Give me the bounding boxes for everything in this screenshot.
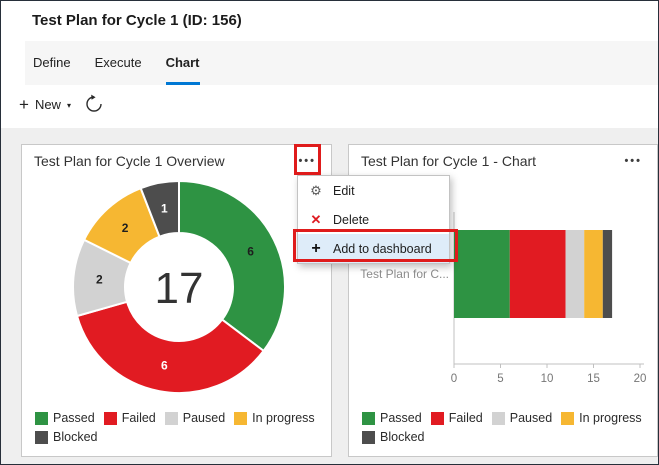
chart-title: Test Plan for Cycle 1 Overview	[34, 153, 225, 169]
legend-item-paused: Paused	[164, 411, 226, 425]
new-button-label: New	[34, 97, 61, 112]
legend-item-paused: Paused	[491, 411, 553, 425]
legend-swatch	[35, 411, 48, 425]
page-header: Test Plan for Cycle 1 (ID: 156)	[1, 1, 658, 41]
slice-value-label: 6	[161, 359, 168, 373]
legend-item-failed: Failed	[103, 411, 156, 425]
legend-label: Blocked	[53, 430, 98, 444]
slice-value-label: 2	[96, 273, 103, 287]
stacked-bar-chart: 0 5 10 15 20 Test Plan for C...	[360, 212, 647, 385]
bar-segment-failed	[509, 230, 566, 318]
donut-slice-blocked	[139, 179, 180, 238]
legend-label: Blocked	[380, 430, 425, 444]
refresh-button[interactable]	[84, 94, 106, 116]
legend-item-failed: Failed	[430, 411, 483, 425]
donut-chart: 6 6 2 2 1 17	[72, 179, 286, 394]
menu-item-label: Add to dashboard	[333, 241, 432, 256]
legend-label: Paused	[509, 411, 553, 425]
tab-chart[interactable]: Chart	[165, 41, 200, 85]
legend-item-passed: Passed	[35, 411, 95, 425]
bar-category-label: Test Plan for C...	[360, 267, 449, 281]
legend-item-in-progress: In progress	[561, 411, 642, 425]
x-axis-tick-label: 15	[587, 373, 600, 385]
refresh-icon	[86, 94, 102, 112]
chevron-down-icon: ▾	[66, 100, 71, 110]
legend-label: In progress	[252, 411, 315, 425]
legend-swatch	[491, 411, 505, 425]
menu-item-label: Edit	[333, 183, 355, 198]
more-options-button[interactable]: •••	[298, 155, 316, 167]
legend-item-blocked: Blocked	[362, 430, 424, 444]
legend-label: Paused	[182, 411, 226, 425]
plus-icon: +	[19, 95, 29, 114]
legend-swatch	[164, 411, 178, 425]
tab-define[interactable]: Define	[33, 55, 71, 70]
gear-icon: ⚙	[310, 183, 322, 198]
legend-swatch	[362, 430, 375, 444]
slice-value-label: 1	[161, 201, 168, 215]
legend-label: Passed	[53, 411, 95, 425]
legend-swatch	[561, 411, 575, 425]
x-axis-tick-label: 10	[541, 373, 554, 385]
chart-card-bar: Test Plan for Cycle 1 - Chart ••• 0 5 10 15…	[348, 144, 658, 457]
legend-item-passed: Passed	[362, 411, 422, 425]
menu-item-label: Delete	[333, 212, 370, 227]
legend-label: Passed	[380, 411, 422, 425]
context-menu: ⚙ Edit ✕ Delete + Add to dashboard	[297, 175, 450, 264]
tab-execute[interactable]: Execute	[94, 55, 142, 70]
legend-swatch	[430, 411, 444, 425]
menu-item-edit[interactable]: ⚙ Edit	[298, 176, 449, 205]
slice-value-label: 2	[122, 221, 129, 235]
legend-swatch	[103, 411, 117, 425]
legend-label: In progress	[579, 411, 642, 425]
chart-legend: Passed Failed Paused In progress Blocked	[35, 411, 325, 444]
donut-slice-failed	[75, 300, 265, 394]
legend-swatch	[35, 430, 48, 444]
slice-value-label: 6	[247, 244, 254, 258]
legend-label: Failed	[448, 411, 483, 425]
bar-segment-passed	[454, 230, 510, 318]
chart-card-overview: Test Plan for Cycle 1 Overview ••• 6 6 2 2 1…	[21, 144, 332, 457]
bar-segment-in-progress	[584, 230, 603, 318]
legend-swatch	[234, 411, 248, 425]
donut-center-total: 17	[155, 264, 204, 313]
x-axis-tick-label: 5	[497, 373, 503, 385]
donut-slice-passed	[178, 179, 286, 353]
plus-icon: +	[311, 239, 321, 257]
more-options-button[interactable]: •••	[624, 155, 642, 167]
legend-swatch	[362, 411, 375, 425]
legend-label: Failed	[121, 411, 156, 425]
new-button[interactable]: + New ▾	[19, 96, 71, 113]
toolbar: + New ▾	[1, 85, 658, 128]
x-axis-tick-label: 20	[634, 373, 647, 385]
chart-legend: Passed Failed Paused In progress Blocked	[362, 411, 652, 444]
x-axis-tick-label: 0	[451, 373, 457, 385]
bar-segment-paused	[565, 230, 585, 318]
legend-item-blocked: Blocked	[35, 430, 97, 444]
menu-item-add-to-dashboard[interactable]: + Add to dashboard	[298, 234, 449, 263]
delete-x-icon: ✕	[310, 212, 322, 227]
legend-item-in-progress: In progress	[234, 411, 315, 425]
bar-segment-blocked	[602, 230, 613, 318]
chart-title: Test Plan for Cycle 1 - Chart	[361, 153, 537, 169]
page-title: Test Plan for Cycle 1 (ID: 156)	[32, 12, 242, 29]
menu-item-delete[interactable]: ✕ Delete	[298, 205, 449, 234]
tab-bar: Define Execute Chart	[25, 41, 658, 85]
